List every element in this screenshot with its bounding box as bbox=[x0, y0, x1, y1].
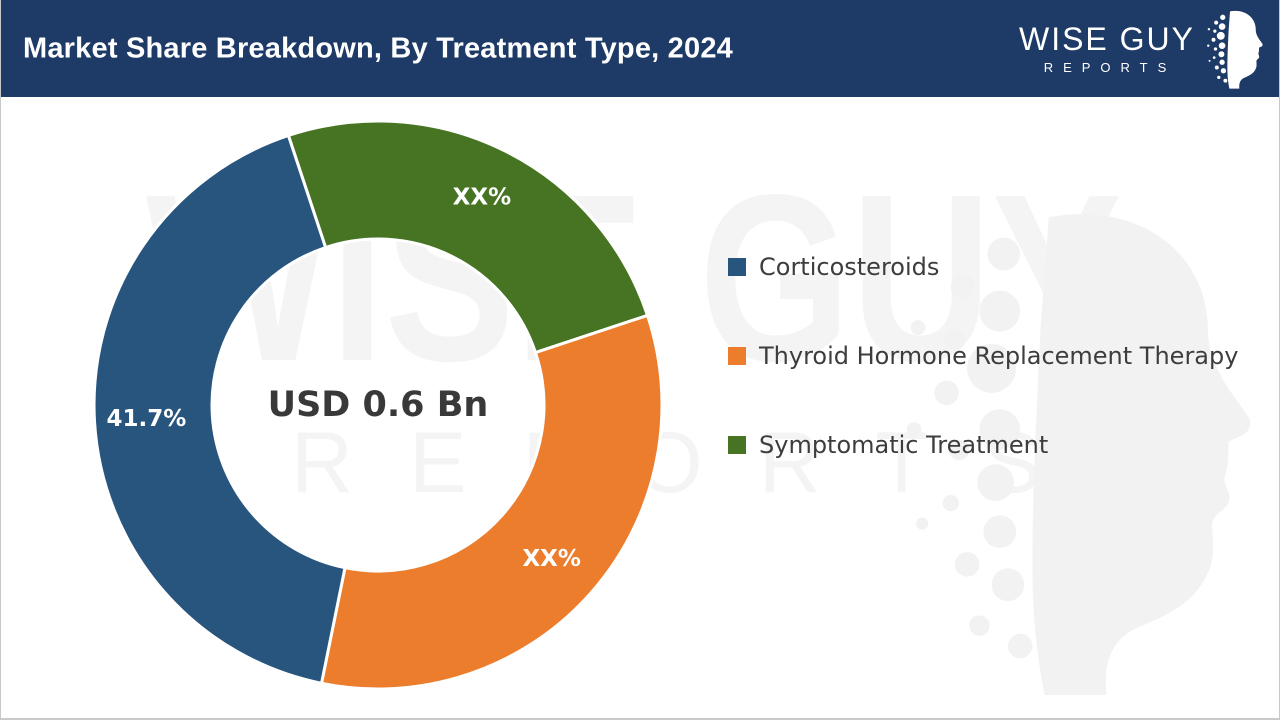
brand-logo-text: WISE GUY REPORTS bbox=[1019, 23, 1195, 75]
legend-swatch bbox=[728, 258, 746, 276]
legend-item: Symptomatic Treatment bbox=[728, 430, 1238, 460]
header-background bbox=[1, 0, 1279, 97]
legend-swatch bbox=[728, 436, 746, 454]
brand-logo: WISE GUY REPORTS bbox=[1019, 6, 1265, 92]
donut-segment-symptomatic-treatment bbox=[286, 119, 650, 355]
legend-item-label: Symptomatic Treatment bbox=[759, 430, 1049, 459]
legend-item: Thyroid Hormone Replacement Therapy bbox=[728, 341, 1238, 371]
donut-segment-corticosteroids bbox=[92, 133, 347, 686]
brand-face-icon bbox=[1207, 10, 1263, 89]
header-bar: Market Share Breakdown, By Treatment Typ… bbox=[1, 0, 1279, 97]
legend-swatch bbox=[728, 347, 746, 365]
chart-legend: Corticosteroids Thyroid Hormone Replaceme… bbox=[728, 252, 1238, 519]
donut-segment-thyroid-hormone-replacement-therapy bbox=[319, 313, 664, 691]
brand-subtitle: REPORTS bbox=[1043, 60, 1177, 75]
brand-name: WISE GUY bbox=[1018, 21, 1195, 57]
legend-item: Corticosteroids bbox=[728, 252, 1238, 282]
legend-item-label: Corticosteroids bbox=[759, 252, 940, 281]
page-title: Market Share Breakdown, By Treatment Typ… bbox=[23, 32, 733, 64]
center-value-label: USD 0.6 Bn bbox=[267, 385, 489, 425]
segment-percent-label: XX% bbox=[453, 185, 512, 211]
segment-percent-label: XX% bbox=[522, 546, 581, 572]
legend-item-label: Thyroid Hormone Replacement Therapy bbox=[759, 341, 1239, 370]
segment-percent-label: 41.7% bbox=[107, 406, 187, 432]
